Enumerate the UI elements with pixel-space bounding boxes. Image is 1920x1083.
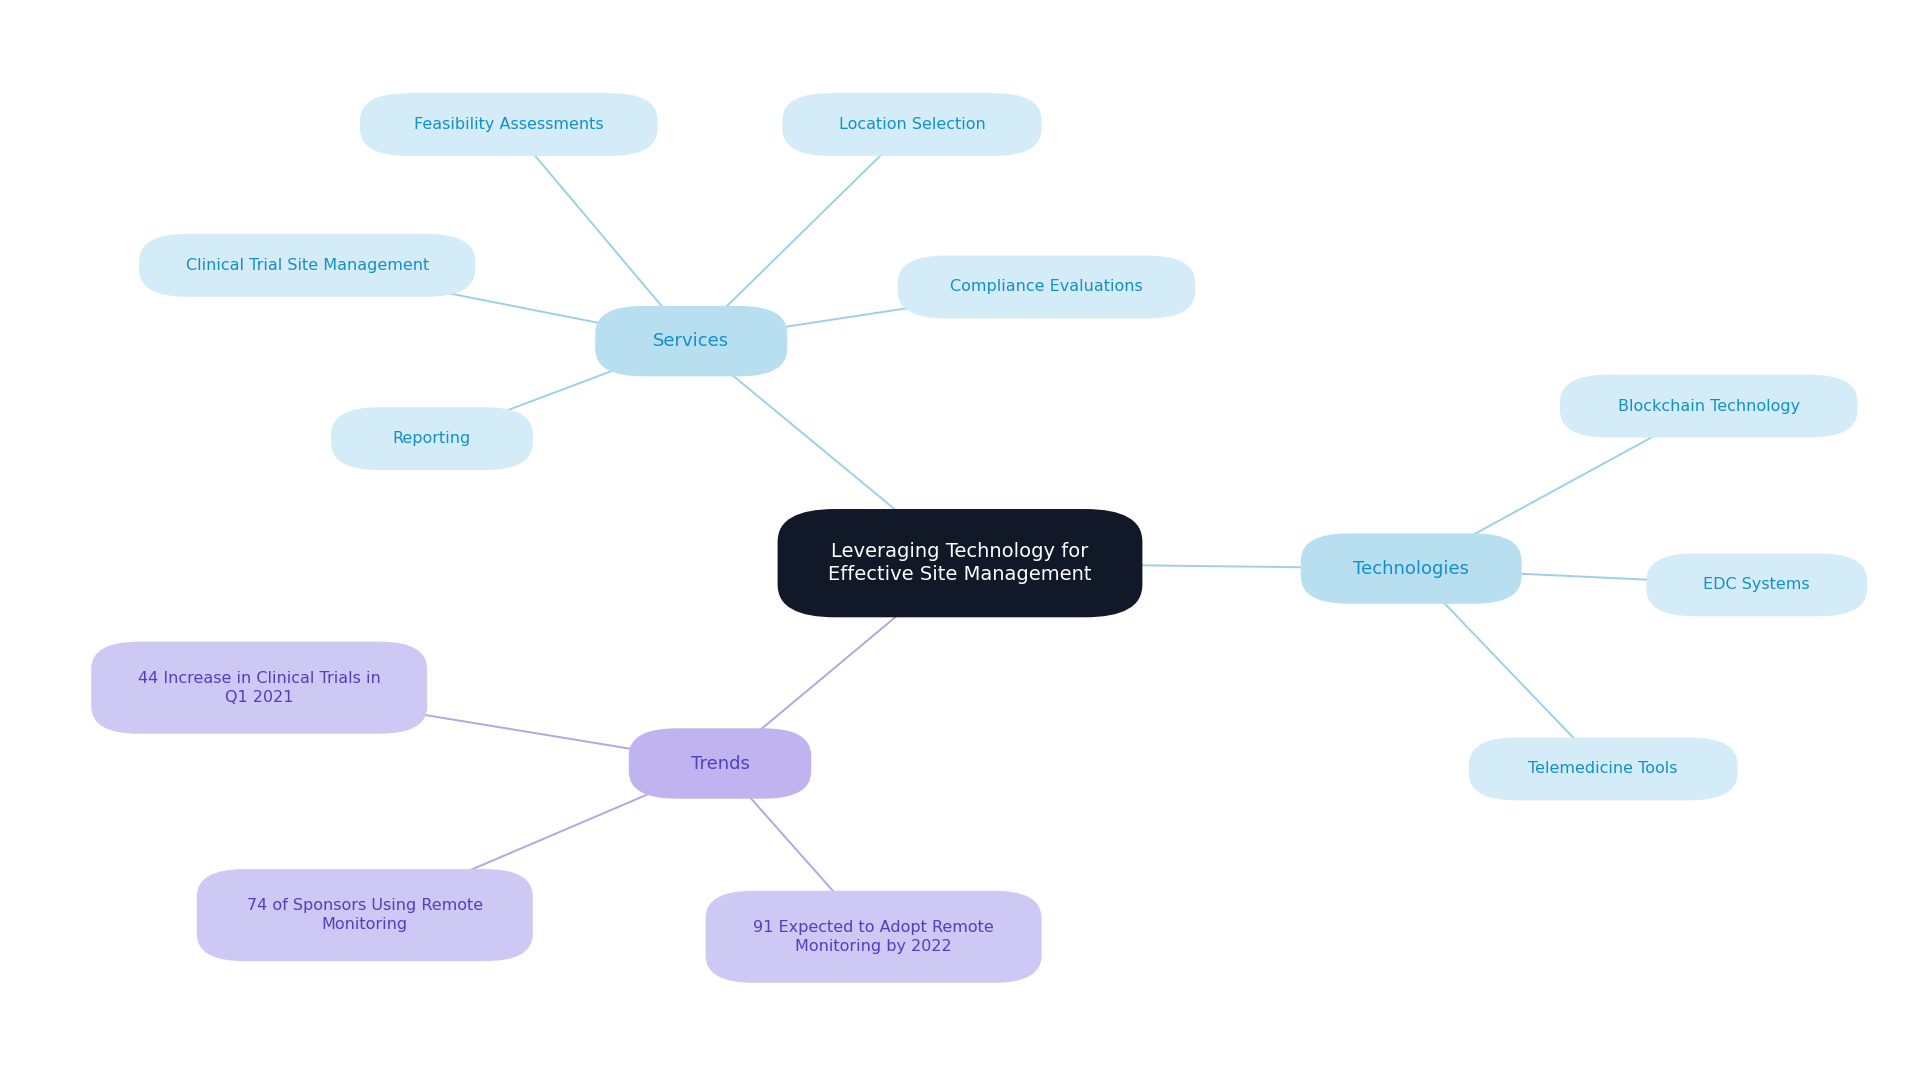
Text: Telemedicine Tools: Telemedicine Tools: [1528, 761, 1678, 777]
FancyBboxPatch shape: [783, 93, 1041, 156]
Text: Feasibility Assessments: Feasibility Assessments: [415, 117, 603, 132]
FancyBboxPatch shape: [778, 509, 1142, 617]
FancyBboxPatch shape: [595, 305, 787, 376]
Text: Trends: Trends: [691, 755, 749, 772]
FancyBboxPatch shape: [1302, 533, 1521, 604]
FancyBboxPatch shape: [707, 890, 1041, 983]
FancyBboxPatch shape: [899, 256, 1194, 318]
FancyBboxPatch shape: [332, 407, 534, 470]
Text: Services: Services: [653, 332, 730, 350]
Text: 44 Increase in Clinical Trials in
Q1 2021: 44 Increase in Clinical Trials in Q1 202…: [138, 670, 380, 705]
FancyBboxPatch shape: [361, 93, 657, 156]
FancyBboxPatch shape: [92, 641, 426, 734]
FancyBboxPatch shape: [140, 234, 476, 297]
Text: 74 of Sponsors Using Remote
Monitoring: 74 of Sponsors Using Remote Monitoring: [248, 898, 482, 932]
Text: EDC Systems: EDC Systems: [1703, 577, 1811, 592]
FancyBboxPatch shape: [1469, 738, 1738, 800]
FancyBboxPatch shape: [630, 729, 810, 799]
Text: 91 Expected to Adopt Remote
Monitoring by 2022: 91 Expected to Adopt Remote Monitoring b…: [753, 919, 995, 954]
Text: Leveraging Technology for
Effective Site Management: Leveraging Technology for Effective Site…: [828, 542, 1092, 585]
Text: Location Selection: Location Selection: [839, 117, 985, 132]
FancyBboxPatch shape: [1647, 553, 1866, 616]
FancyBboxPatch shape: [1559, 375, 1859, 438]
Text: Compliance Evaluations: Compliance Evaluations: [950, 279, 1142, 295]
Text: Clinical Trial Site Management: Clinical Trial Site Management: [186, 258, 428, 273]
Text: Blockchain Technology: Blockchain Technology: [1619, 399, 1799, 414]
FancyBboxPatch shape: [198, 869, 532, 962]
Text: Technologies: Technologies: [1354, 560, 1469, 577]
Text: Reporting: Reporting: [394, 431, 470, 446]
